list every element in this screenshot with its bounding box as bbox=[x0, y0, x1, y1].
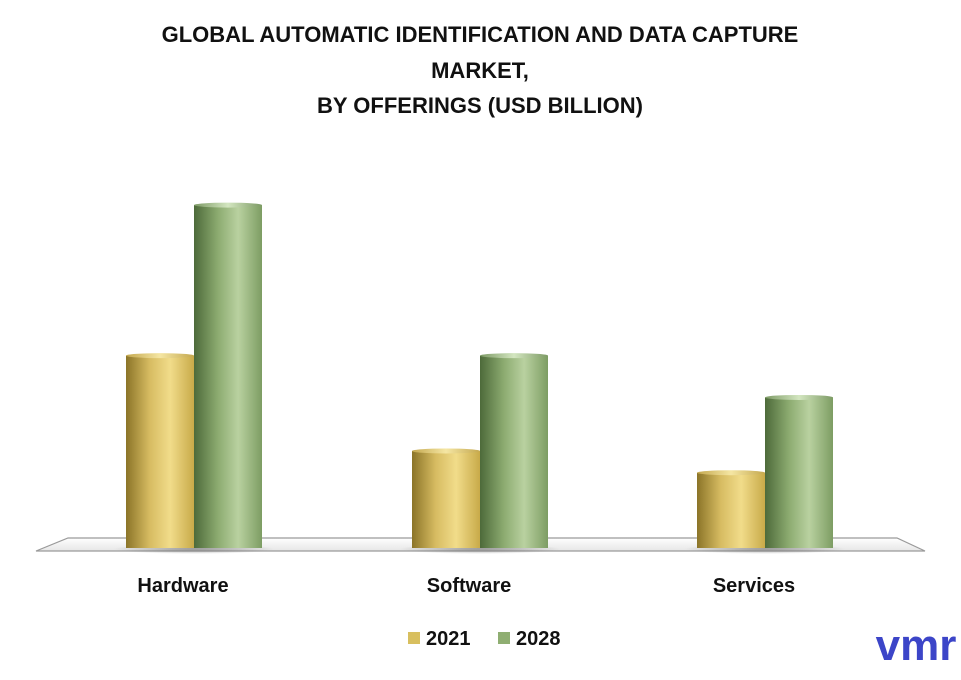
bar-2028-hardware bbox=[194, 205, 262, 548]
x-tick-label: Services bbox=[713, 575, 795, 597]
chart-title-line: GLOBAL AUTOMATIC IDENTIFICATION AND DATA… bbox=[162, 22, 799, 47]
chart-title-line: MARKET, bbox=[431, 58, 529, 83]
bar-2028-software bbox=[480, 355, 548, 548]
legend: 2021 2028 bbox=[408, 628, 561, 650]
vmr-logo: vmr bbox=[876, 621, 957, 670]
bar-top-cap bbox=[194, 202, 262, 208]
chart-title: GLOBAL AUTOMATIC IDENTIFICATION AND DATA… bbox=[162, 22, 799, 118]
x-axis-labels: Hardware Software Services bbox=[137, 575, 795, 597]
bar-top-cap bbox=[697, 470, 765, 476]
vmr-logo-text: vmr bbox=[876, 621, 957, 670]
bar-2028-services bbox=[765, 397, 833, 548]
bar-top-cap bbox=[412, 448, 480, 454]
legend-swatch bbox=[408, 632, 420, 644]
bar-2021-services bbox=[697, 472, 765, 548]
x-tick-label: Software bbox=[427, 575, 511, 597]
bar-top-cap bbox=[765, 394, 833, 400]
legend-label: 2028 bbox=[516, 628, 561, 650]
chart-title-line: BY OFFERINGS (USD BILLION) bbox=[317, 93, 643, 118]
bar-2021-hardware bbox=[126, 355, 194, 548]
x-tick-label: Hardware bbox=[137, 575, 228, 597]
bar-top-cap bbox=[126, 353, 194, 359]
bar-2021-software bbox=[412, 450, 480, 548]
legend-swatch bbox=[498, 632, 510, 644]
bar-top-cap bbox=[480, 353, 548, 359]
legend-label: 2021 bbox=[426, 628, 471, 650]
bars bbox=[126, 202, 833, 548]
